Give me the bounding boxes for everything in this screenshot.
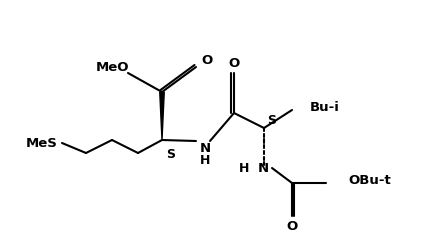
Text: O: O — [228, 57, 239, 69]
Text: O: O — [286, 220, 297, 233]
Text: N: N — [200, 141, 210, 154]
Text: S: S — [266, 114, 275, 126]
Text: O: O — [201, 54, 212, 66]
Text: MeO: MeO — [96, 61, 129, 73]
Text: H: H — [238, 162, 248, 175]
Text: S: S — [166, 147, 174, 161]
Polygon shape — [159, 92, 164, 140]
Text: Bu-i: Bu-i — [309, 101, 339, 114]
Text: H: H — [200, 154, 210, 168]
Text: N: N — [257, 162, 269, 175]
Text: MeS: MeS — [26, 136, 58, 149]
Text: OBu-t: OBu-t — [347, 175, 390, 187]
